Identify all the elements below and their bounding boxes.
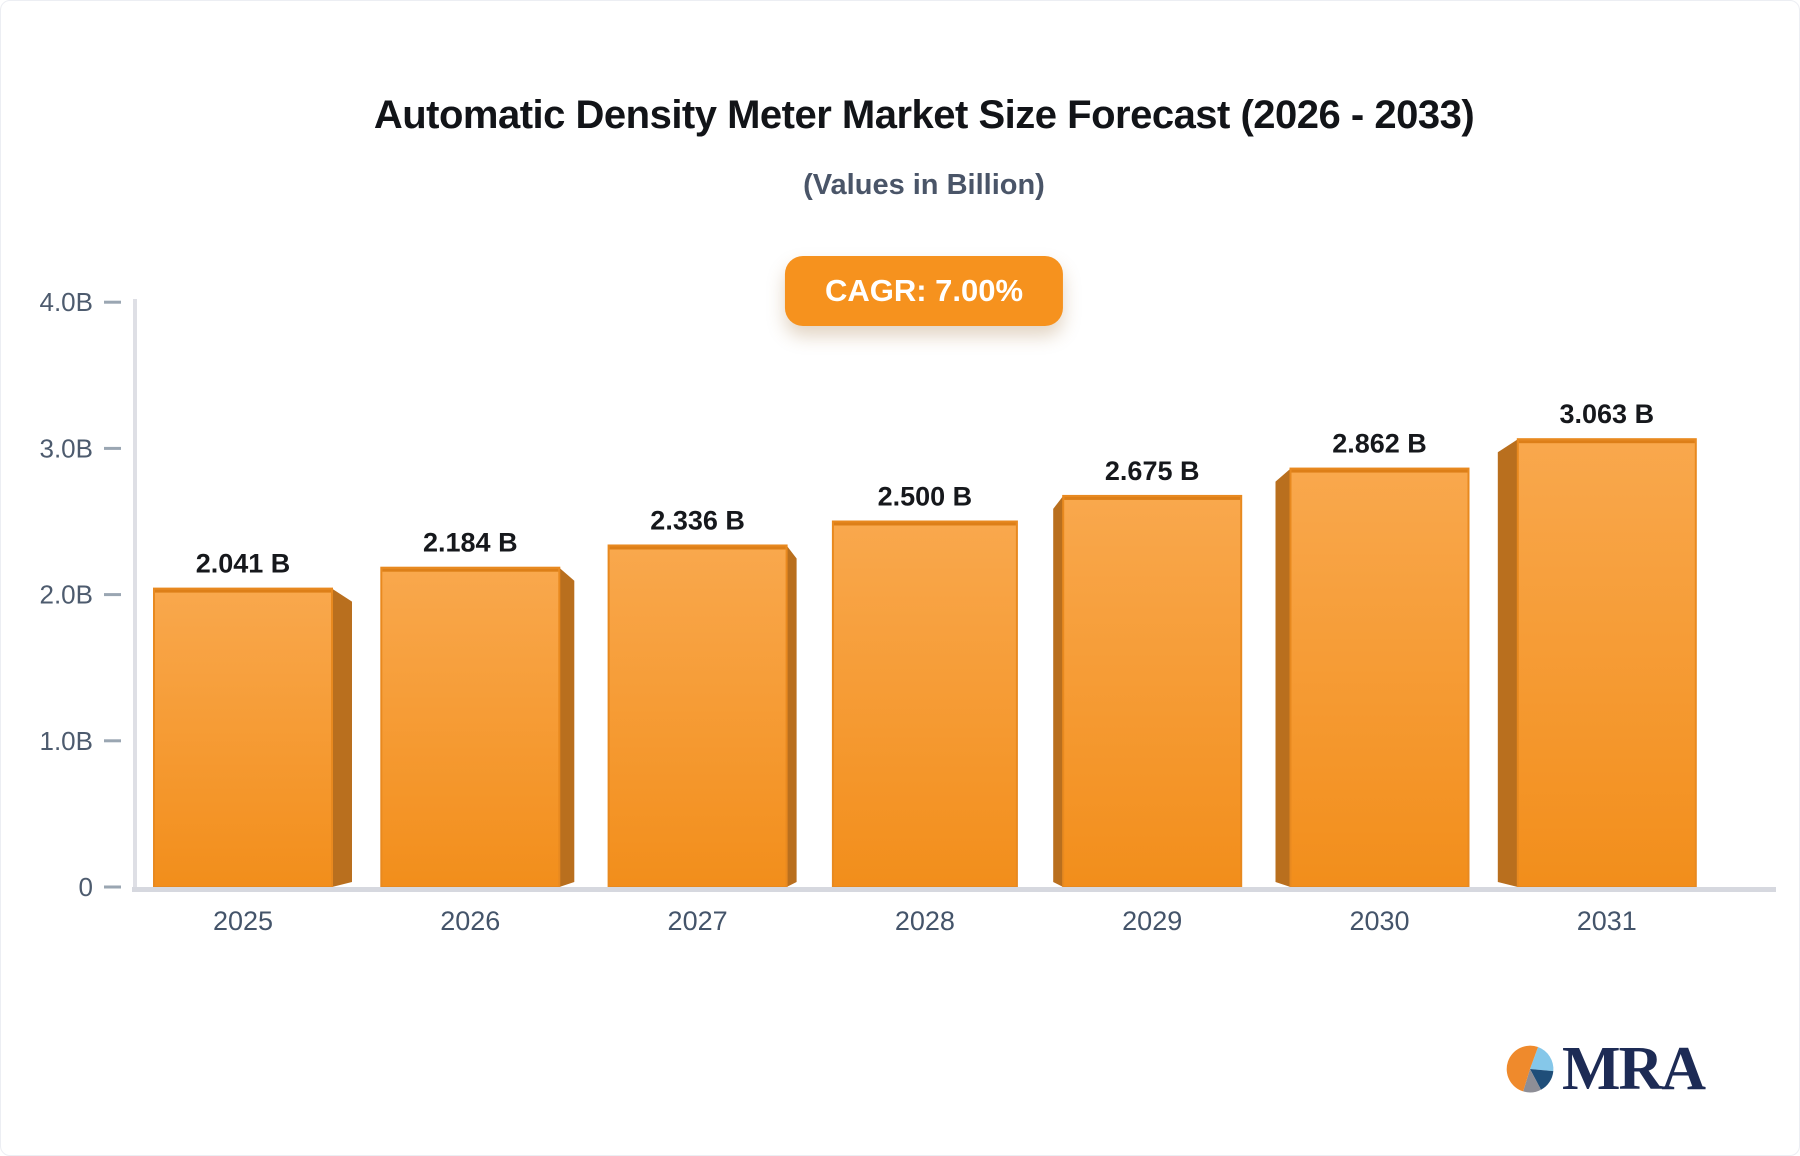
bar-side-2025 (332, 588, 352, 887)
y-tick-label-1.0B: 1.0B (40, 726, 94, 756)
bar-2031 (1516, 438, 1697, 888)
value-label-2028: 2.500 B (878, 482, 973, 512)
mra-logo: MRA (1503, 1035, 1706, 1103)
y-tick-label-2.0B: 2.0B (40, 580, 94, 610)
bar-group-2026: 2.184 B 2026 (380, 528, 575, 936)
bar-group-2028: 2.500 B 2028 (831, 482, 1018, 936)
bar-top-edge-2030 (1291, 469, 1468, 473)
x-tick-label-2030: 2030 (1349, 906, 1409, 936)
y-axis-line (133, 299, 137, 892)
bar-2029 (1062, 494, 1243, 888)
bar-2025 (153, 587, 333, 888)
bar-top-edge-2027 (609, 546, 786, 550)
cagr-badge: CAGR: 7.00% (784, 256, 1064, 326)
x-tick-label-2031: 2031 (1577, 906, 1637, 936)
y-tick-0 (104, 885, 121, 889)
value-label-2029: 2.675 B (1105, 456, 1200, 486)
bar-side-2029 (1053, 495, 1064, 887)
x-tick-label-2026: 2026 (440, 906, 500, 936)
value-label-2026: 2.184 B (423, 528, 518, 558)
bar-group-2031: 3.063 B 2031 (1497, 399, 1697, 936)
mra-logo-text: MRA (1562, 1035, 1706, 1103)
bar-2028 (831, 520, 1018, 888)
bar-side-2026 (559, 567, 575, 887)
y-tick-label-3.0B: 3.0B (40, 433, 94, 463)
bar-group-2025: 2.041 B 2025 (153, 549, 352, 936)
bar-side-2027 (786, 545, 797, 887)
y-tick-label-4.0B: 4.0B (40, 287, 94, 317)
y-tick-2.0B (104, 593, 121, 597)
x-tick-label-2025: 2025 (213, 906, 273, 936)
bar-top-edge-2026 (382, 568, 559, 572)
bar-group-2027: 2.336 B 2027 (607, 505, 797, 936)
value-label-2027: 2.336 B (650, 505, 745, 535)
y-tick-4.0B (104, 300, 121, 304)
bar-group-2029: 2.675 B 2029 (1053, 456, 1243, 936)
bar-2030 (1289, 467, 1470, 888)
chart-subtitle: (Values in Billion) (803, 169, 1045, 201)
bar-side-2031 (1497, 439, 1518, 887)
bar-top-edge-2029 (1064, 496, 1241, 500)
x-axis-line (132, 887, 1776, 892)
bar-top-edge-2025 (155, 589, 331, 593)
mra-pie-icon (1506, 1045, 1554, 1093)
value-label-2031: 3.063 B (1560, 399, 1655, 429)
bar-top-edge-2031 (1518, 440, 1695, 444)
x-tick-label-2029: 2029 (1122, 906, 1182, 936)
y-tick-1.0B (104, 739, 121, 743)
y-tick-3.0B (104, 446, 121, 450)
x-tick-label-2027: 2027 (668, 906, 728, 936)
value-label-2025: 2.041 B (196, 549, 291, 579)
x-tick-label-2028: 2028 (895, 906, 955, 936)
value-label-2030: 2.862 B (1332, 429, 1427, 459)
chart-title: Automatic Density Meter Market Size Fore… (373, 93, 1475, 137)
bar-group-2030: 2.862 B 2030 (1275, 429, 1470, 936)
bar-2027 (607, 544, 788, 888)
bar-2026 (380, 566, 561, 889)
bar-side-2030 (1275, 468, 1291, 887)
y-tick-label-0: 0 (79, 872, 93, 902)
bar-top-edge-2028 (833, 522, 1016, 526)
